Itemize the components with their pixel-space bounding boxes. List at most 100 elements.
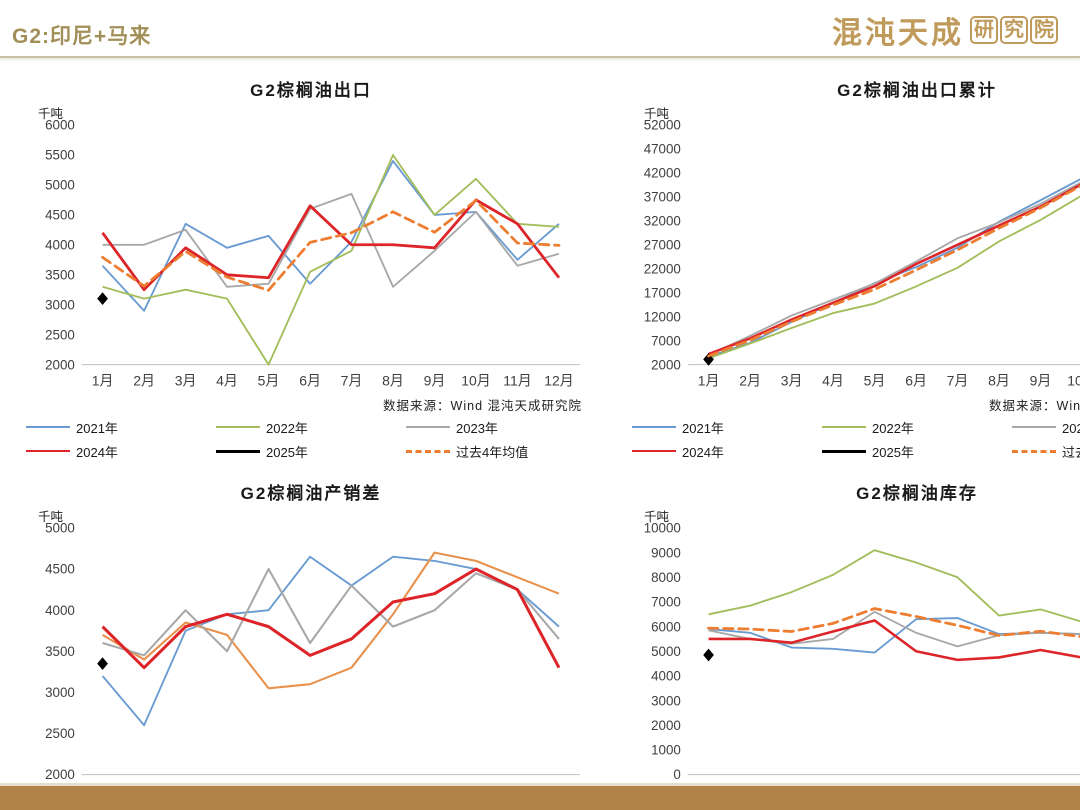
legend-label-2023: 2023年 — [456, 420, 498, 436]
legend-item-2021: 2021年 — [632, 418, 822, 437]
legend-swatch-2024 — [632, 450, 676, 453]
production-sales-gap-plot: 20002500300035004000450050001月2月3月4月5月6月… — [45, 521, 580, 798]
series-avg4y-line — [707, 606, 1080, 638]
y-tick-label: 3000 — [651, 693, 681, 708]
legend-item-2022: 2022年 — [216, 418, 406, 437]
legend-label-2021: 2021年 — [682, 420, 724, 436]
legend-swatch-2025 — [216, 449, 260, 453]
y-tick-label: 47000 — [644, 142, 681, 157]
legend-swatch-2024 — [26, 450, 70, 453]
y-tick-label: 3500 — [45, 644, 75, 659]
y-tick-label: 1000 — [651, 742, 681, 757]
legend-item-2024: 2024年 — [26, 442, 216, 461]
chart-title: G2棕榈油产销差 — [240, 483, 382, 503]
series-2024-line — [101, 567, 561, 670]
y-tick-label: 5000 — [45, 178, 75, 193]
series-2025-diamond-marker — [97, 657, 108, 670]
x-tick-label: 7月 — [947, 373, 969, 389]
legend-item-2025: 2025年 — [822, 442, 1012, 461]
x-tick-label: 1月 — [92, 373, 114, 389]
series-2022-line — [102, 154, 560, 366]
footer-bar — [0, 783, 1080, 810]
legend-item-avg4y: 过去4年均值 — [406, 442, 596, 461]
y-tick-label: 12000 — [644, 309, 681, 324]
logo-seal-char: 院 — [1030, 16, 1058, 44]
legend-swatch-2023 — [406, 426, 450, 429]
legend-item-2023: 2023年 — [1012, 418, 1080, 437]
legend-item-2025: 2025年 — [216, 442, 406, 461]
series-2023-line — [102, 567, 560, 657]
series-2022-line — [708, 549, 1080, 622]
y-tick-label: 2000 — [651, 357, 681, 372]
logo-brand-text: 混沌天成 — [832, 17, 964, 50]
legend-swatch-2022 — [216, 426, 260, 429]
y-tick-label: 52000 — [644, 118, 681, 133]
y-tick-label: 42000 — [644, 166, 681, 181]
chart-title: G2棕榈油出口累计 — [837, 81, 997, 100]
chart-title: G2棕榈油库存 — [856, 483, 978, 503]
legend-label-2024: 2024年 — [76, 444, 118, 460]
y-tick-label: 10000 — [644, 521, 681, 536]
y-tick-label: 4000 — [651, 668, 681, 683]
export-cumulative-plot: 2000 7000 12000 17000 22000 27000 32000 37000 42… — [644, 118, 1080, 389]
x-tick-label: 10月 — [1067, 373, 1080, 389]
data-source-note: 数据来源：Wind 混沌天成研究院 — [989, 398, 1080, 413]
x-tick-label: 2月 — [133, 373, 155, 389]
x-tick-label: 4月 — [216, 373, 238, 389]
x-tick-label: 1月 — [698, 373, 720, 389]
x-tick-label: 5月 — [864, 373, 886, 389]
x-tick-label: 12月 — [544, 373, 573, 389]
legend-label-2025: 2025年 — [266, 444, 308, 460]
chart-title: G2棕榈油出口 — [250, 81, 372, 100]
export-monthly-plot: 2000 2500 3000 3500 4000 4500 5000 5500 6000 1月 2月… — [45, 118, 580, 389]
legend-item-2023: 2023年 — [406, 418, 596, 437]
series-2025-diamond-marker — [703, 648, 714, 662]
legend-swatch-2021 — [26, 426, 70, 429]
chart-export-monthly: G2棕榈油出口 千吨 2000 2500 3000 3500 4000 4500 5000 5… — [26, 64, 596, 461]
y-tick-label: 3000 — [45, 297, 75, 312]
page-header: G2:印尼+马来 混沌天成 研 究 院 — [0, 0, 1080, 58]
series-2023-line — [102, 192, 560, 288]
legend-item-2021: 2021年 — [26, 418, 216, 437]
legend-label-2023: 2023年 — [1062, 420, 1080, 436]
data-source-note: 数据来源：Wind 混沌天成研究院 — [383, 398, 582, 413]
x-tick-label: 3月 — [781, 373, 803, 389]
legend-item-2022: 2022年 — [822, 418, 1012, 437]
y-tick-label: 3000 — [45, 685, 75, 700]
series-2025-diamond-marker — [97, 292, 108, 306]
legend-swatch-avg4y — [406, 449, 450, 453]
y-tick-label: 4500 — [45, 562, 75, 577]
page-title: G2:印尼+马来 — [12, 25, 152, 48]
x-tick-label: 7月 — [341, 373, 363, 389]
x-tick-label: 4月 — [822, 373, 844, 389]
legend-swatch-2025 — [822, 449, 866, 453]
y-tick-label: 2000 — [45, 767, 75, 782]
legend-swatch-2022 — [822, 426, 866, 429]
series-2024-line — [708, 619, 1080, 662]
legend-swatch-2021 — [632, 426, 676, 429]
y-axis-unit: 千吨 — [644, 107, 670, 121]
y-tick-label: 2500 — [45, 327, 75, 342]
y-axis-unit: 千吨 — [38, 107, 64, 121]
legend-item-2024: 2024年 — [632, 442, 822, 461]
y-tick-label: 37000 — [644, 190, 681, 205]
y-tick-label: 22000 — [644, 261, 681, 276]
y-tick-label: 0 — [673, 767, 680, 782]
legend-swatch-avg4y — [1012, 449, 1056, 453]
legend-label-2021: 2021年 — [76, 420, 118, 436]
series-2023-line — [708, 181, 1080, 356]
y-tick-label: 9000 — [651, 545, 681, 560]
y-tick-label: 8000 — [651, 570, 681, 585]
y-tick-label: 2500 — [45, 726, 75, 741]
y-tick-label: 5000 — [651, 644, 681, 659]
x-tick-label: 2月 — [739, 373, 761, 389]
series-2021-line — [708, 616, 1080, 654]
series-2021-line — [708, 178, 1080, 358]
legend-label-2024: 2024年 — [682, 444, 724, 460]
chart-export-cumulative: G2棕榈油出口累计 千吨 2000 7000 12000 17000 22000 2700… — [632, 64, 1080, 461]
x-tick-label: 8月 — [382, 373, 404, 389]
y-tick-label: 17000 — [644, 285, 681, 300]
x-tick-label: 9月 — [1030, 373, 1052, 389]
legend-swatch-2023 — [1012, 426, 1056, 429]
charts-grid: G2棕榈油出口 千吨 2000 2500 3000 3500 4000 4500 5000 5… — [0, 58, 1080, 810]
